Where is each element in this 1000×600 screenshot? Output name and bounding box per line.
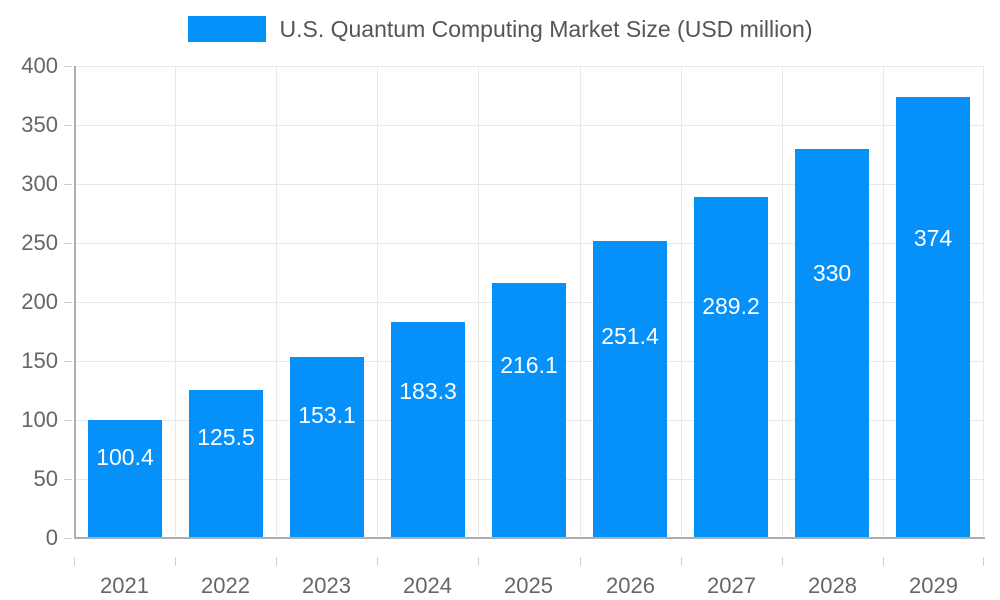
y-axis-tick-mark (64, 538, 72, 539)
x-axis-tick-label: 2023 (302, 573, 351, 598)
x-axis-tick-label: 2026 (606, 573, 655, 598)
gridline-horizontal (74, 243, 984, 244)
bar-value-label: 153.1 (298, 402, 356, 429)
bar[interactable] (795, 148, 869, 538)
gridline-vertical (478, 66, 479, 538)
y-axis: 0 50 100 150 200 250 300 350 400 (0, 0, 72, 600)
gridline-vertical (983, 66, 984, 538)
gridline-vertical (580, 66, 581, 538)
y-axis-tick-mark (64, 243, 72, 244)
gridline-horizontal (74, 66, 984, 67)
legend-color-swatch (187, 16, 266, 42)
y-axis-tick-mark (64, 184, 72, 185)
x-axis-tick-mark (883, 557, 884, 566)
gridline-vertical (782, 66, 783, 538)
x-axis-tick-mark (377, 557, 378, 566)
x-axis-tick-mark (580, 557, 581, 566)
y-axis-tick-label: 300 (21, 171, 58, 196)
legend-label: U.S. Quantum Computing Market Size (USD … (279, 16, 813, 42)
chart-legend: U.S. Quantum Computing Market Size (USD … (0, 10, 1000, 48)
gridline-vertical (883, 66, 884, 538)
bar-value-label: 374 (913, 224, 953, 251)
x-axis-tick-mark (74, 557, 75, 566)
gridline-horizontal (74, 184, 984, 185)
x-axis-tick-mark (983, 557, 984, 566)
bar[interactable] (593, 241, 667, 538)
bar[interactable] (391, 321, 465, 538)
x-axis-line (74, 537, 985, 539)
y-axis-tick-label: 400 (21, 53, 58, 78)
x-axis-tick-label: 2029 (909, 573, 958, 598)
x-axis-tick-label: 2028 (808, 573, 857, 598)
bar-value-label: 183.3 (399, 377, 457, 404)
plot-area: 100.4 125.5 153.1 183.3 216.1 251.4 289.2 330 37… (74, 66, 984, 539)
bar-value-label: 251.4 (601, 323, 659, 350)
y-axis-tick-label: 100 (21, 407, 58, 432)
gridline-vertical (681, 66, 682, 538)
bar[interactable] (694, 196, 768, 538)
bar[interactable] (290, 357, 364, 538)
y-axis-tick-label: 250 (21, 230, 58, 255)
bar-value-label: 216.1 (500, 351, 558, 378)
gridline-vertical (377, 66, 378, 538)
x-axis-tick-mark (276, 557, 277, 566)
x-axis-tick-label: 2027 (707, 573, 756, 598)
bar-value-label: 100.4 (96, 444, 154, 471)
x-axis-tick-mark (175, 557, 176, 566)
bar-value-label: 289.2 (702, 292, 760, 319)
x-axis-tick-label: 2025 (504, 573, 553, 598)
x-axis-tick-mark (782, 557, 783, 566)
x-axis-tick-mark (478, 557, 479, 566)
bar[interactable] (896, 96, 970, 538)
bar[interactable] (88, 419, 162, 538)
x-axis-tick-label: 2021 (100, 573, 149, 598)
bar[interactable] (492, 283, 566, 538)
y-axis-line (74, 66, 76, 539)
y-axis-tick-mark (64, 479, 72, 480)
gridline-vertical (175, 66, 176, 538)
bar[interactable] (189, 389, 263, 538)
gridline-vertical (276, 66, 277, 538)
gridline-horizontal (74, 125, 984, 126)
bar-value-label: 330 (812, 260, 852, 287)
x-axis-tick-mark (681, 557, 682, 566)
bar-value-label: 125.5 (197, 424, 255, 451)
y-axis-tick-label: 150 (21, 348, 58, 373)
y-axis-tick-label: 350 (21, 112, 58, 137)
y-axis-tick-mark (64, 302, 72, 303)
legend-item-market-size[interactable]: U.S. Quantum Computing Market Size (USD … (187, 16, 813, 42)
y-axis-tick-mark (64, 361, 72, 362)
y-axis-tick-label: 50 (33, 466, 58, 491)
y-axis-tick-mark (64, 66, 72, 67)
y-axis-tick-mark (64, 420, 72, 421)
y-axis-tick-label: 200 (21, 289, 58, 314)
x-axis: 2021 2022 2023 2024 2025 2026 2027 2028 2029 (74, 557, 985, 597)
x-axis-tick-label: 2024 (403, 573, 452, 598)
y-axis-tick-label: 0 (45, 525, 58, 550)
x-axis-tick-label: 2022 (201, 573, 250, 598)
y-axis-tick-mark (64, 125, 72, 126)
